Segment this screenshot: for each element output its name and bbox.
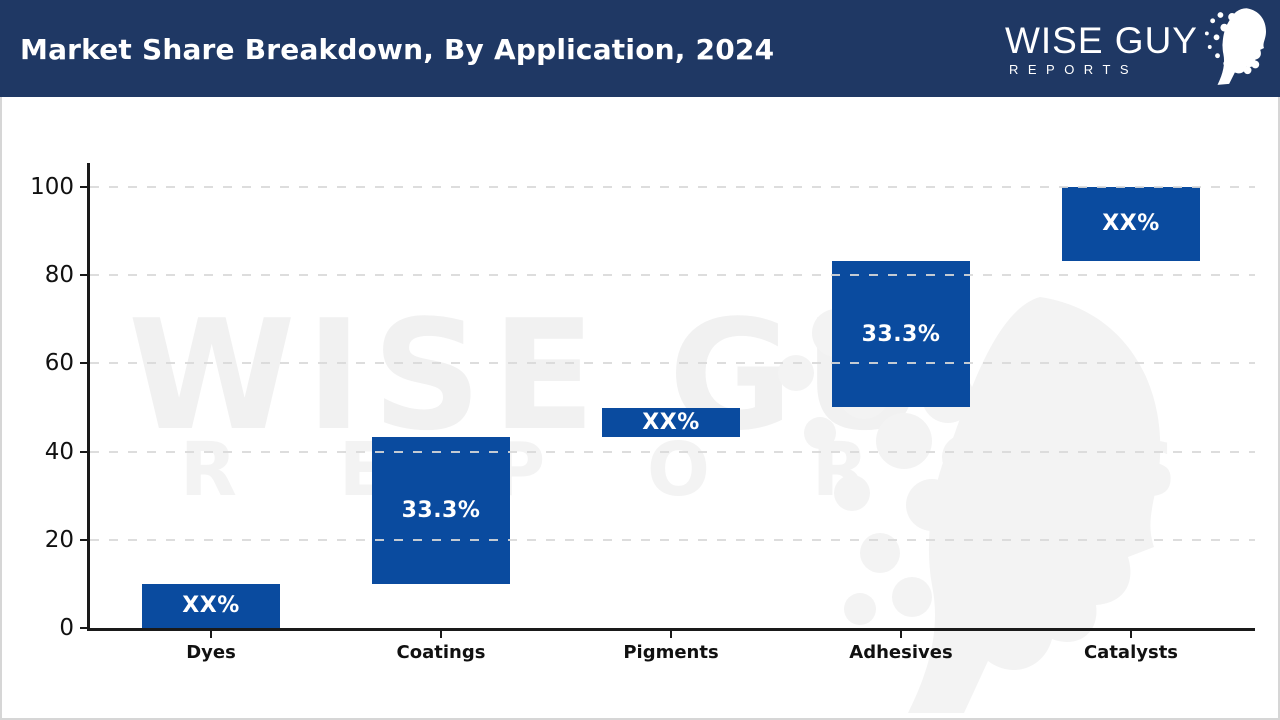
y-tick-label-20: 20 (44, 526, 74, 553)
y-tick-40 (80, 450, 89, 453)
gridline-80 (90, 274, 1255, 277)
x-category-label-adhesives: Adhesives (849, 642, 953, 663)
x-tick-dyes (210, 630, 212, 638)
logo-subtitle: REPORTS (1008, 61, 1139, 77)
y-tick-label-80: 80 (44, 262, 74, 289)
x-axis-line (87, 628, 1255, 631)
plot-region: XX% 33.3% XX% 33.3% XX% 0 20 40 60 80 100 Dyes Coati… (0, 97, 1280, 720)
chart-area: WISE GU R E P O R T S XX% 33.3% XX% 33.3% XX… (0, 97, 1280, 720)
y-tick-60 (80, 362, 89, 365)
gridline-40 (90, 450, 1255, 453)
header-band: Market Share Breakdown, By Application, … (0, 0, 1280, 97)
bar-catalysts: XX% (1062, 187, 1200, 261)
x-category-label-catalysts: Catalysts (1083, 642, 1179, 663)
bar-value-label: XX% (182, 593, 240, 619)
y-tick-label-60: 60 (44, 350, 74, 377)
y-tick-100 (80, 186, 89, 188)
gridline-20 (90, 538, 1255, 541)
bar-value-label: 33.3% (401, 497, 481, 523)
x-category-label-coatings: Coatings (396, 642, 486, 663)
bar-value-label: XX% (1102, 211, 1160, 237)
logo-text: WISE GUY REPORTS (1004, 19, 1198, 77)
logo-wordmark: WISE GUY (1004, 19, 1198, 61)
x-category-label-pigments: Pigments (623, 642, 719, 663)
bar-adhesives: 33.3% (832, 260, 970, 408)
y-tick-20 (80, 538, 89, 541)
left-edge-line (0, 97, 2, 720)
y-tick-80 (80, 274, 89, 277)
y-tick-0 (80, 627, 89, 629)
bar-value-label: 33.3% (861, 321, 941, 347)
y-tick-label-0: 0 (59, 615, 74, 641)
x-category-label-dyes: Dyes (186, 642, 236, 663)
x-tick-pigments (670, 630, 672, 638)
x-tick-catalysts (1130, 630, 1132, 638)
gridline-60 (90, 362, 1255, 365)
chart-title: Market Share Breakdown, By Application, … (20, 33, 775, 66)
wise-guy-logo: WISE GUY REPORTS (1005, 8, 1266, 90)
bar-pigments: XX% (602, 407, 740, 438)
bar-value-label: XX% (642, 409, 700, 435)
x-tick-coatings (440, 630, 442, 638)
right-edge-line (1278, 97, 1280, 720)
y-tick-label-100: 100 (30, 174, 74, 200)
y-axis-line (87, 163, 90, 631)
bar-dyes: XX% (142, 583, 280, 628)
logo-head-icon (1202, 7, 1266, 91)
bottom-edge-line (0, 718, 1280, 720)
x-tick-adhesives (900, 630, 902, 638)
gridline-100 (90, 186, 1255, 188)
y-tick-label-40: 40 (44, 438, 74, 465)
bar-coatings: 33.3% (372, 437, 510, 584)
